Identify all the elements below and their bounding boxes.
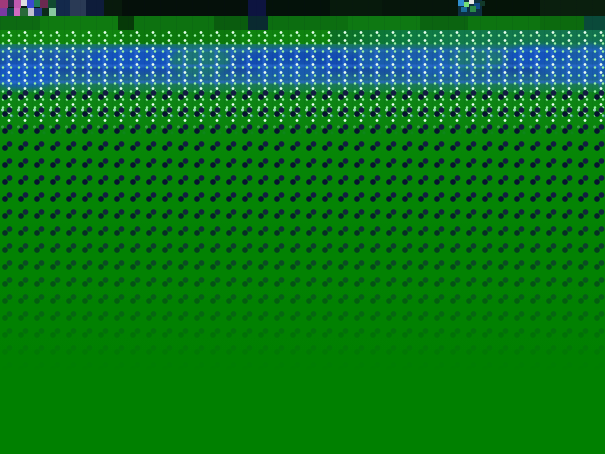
dash-highlights xyxy=(0,103,605,137)
noise-pixel xyxy=(470,6,476,12)
noise-cluster-left xyxy=(0,0,56,16)
noise-pixel xyxy=(48,0,56,8)
noise-pixel xyxy=(14,0,21,8)
noise-pixel xyxy=(21,0,27,6)
noise-pixel xyxy=(461,7,467,12)
noise-pixel xyxy=(474,3,480,9)
noise-pixel xyxy=(14,8,20,16)
noise-pixel xyxy=(7,8,14,16)
noise-pixel xyxy=(34,0,40,7)
noise-pixel xyxy=(0,0,8,8)
noise-pixel xyxy=(469,0,474,4)
noise-pixel xyxy=(27,0,34,8)
noise-pixel xyxy=(458,0,464,6)
noise-pixel xyxy=(20,8,28,16)
noise-pixel xyxy=(8,0,14,7)
top-glitch-strip xyxy=(0,0,605,16)
noise-pixel xyxy=(34,8,42,16)
noise-pixel xyxy=(49,8,56,16)
noise-pixel xyxy=(40,0,48,8)
noise-cluster-right xyxy=(458,0,486,13)
noise-pixel xyxy=(28,8,34,16)
macroblock-seams xyxy=(0,0,605,120)
noise-pixel xyxy=(480,1,485,6)
noise-pixel xyxy=(0,8,7,16)
noise-pixel xyxy=(42,8,49,16)
noise-pixel xyxy=(464,2,469,7)
dark-blocks-row xyxy=(0,16,605,30)
